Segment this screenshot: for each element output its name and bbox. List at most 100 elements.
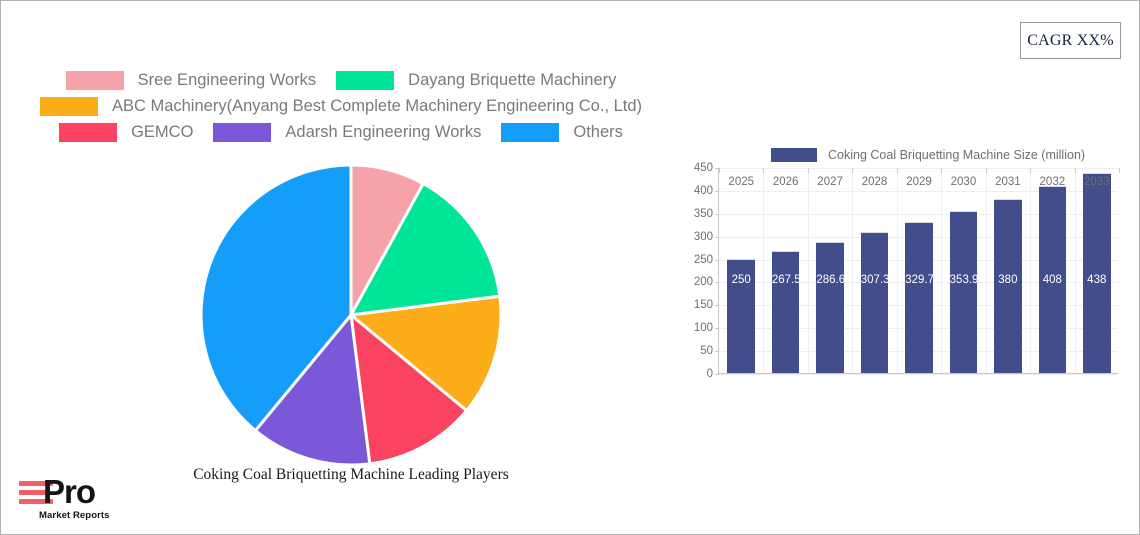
y-axis-tick-mark xyxy=(715,282,719,284)
pie-chart-title: Coking Coal Briquetting Machine Leading … xyxy=(193,466,509,483)
bar[interactable]: 408 xyxy=(1038,186,1067,373)
y-axis-tick-mark xyxy=(715,374,719,375)
pie-legend-item[interactable]: Dayang Briquette Machinery xyxy=(336,71,616,90)
y-axis-tick-label: 100 xyxy=(693,322,713,335)
pie-slice[interactable] xyxy=(347,294,503,413)
vertical-gridline xyxy=(1074,168,1076,373)
y-axis-tick-mark xyxy=(715,328,719,330)
gridline xyxy=(719,168,1118,169)
vertical-gridline xyxy=(896,168,898,373)
pie-slice[interactable] xyxy=(199,163,353,433)
pie-legend: Sree Engineering Works Dayang Briquette M… xyxy=(1,71,681,149)
x-axis-tick-label: 2027 xyxy=(817,176,843,188)
pie-legend-label: Dayang Briquette Machinery xyxy=(408,71,617,89)
x-axis-tick-mark xyxy=(941,168,943,173)
y-axis-tick-label: 200 xyxy=(693,276,713,289)
vertical-gridline xyxy=(763,168,765,373)
cagr-badge: CAGR XX% xyxy=(1020,22,1121,59)
x-axis-tick-mark xyxy=(763,168,765,173)
pie-legend-label: Adarsh Engineering Works xyxy=(285,123,482,141)
pie-legend-item[interactable]: GEMCO xyxy=(59,123,193,142)
pie-chart-svg xyxy=(199,163,503,467)
x-axis-tick-mark xyxy=(896,168,898,173)
x-axis-tick-label: 2025 xyxy=(728,176,755,188)
pie-legend-label: Sree Engineering Works xyxy=(137,71,317,89)
y-axis-tick-mark xyxy=(715,213,719,215)
pie-legend-row: ABC Machinery(Anyang Best Complete Machi… xyxy=(1,97,681,116)
x-axis-tick-label: 2033 xyxy=(1083,176,1110,188)
y-axis-tick-label: 250 xyxy=(693,253,713,266)
bar-chart: Coking Coal Briquetting Machine Size (mi… xyxy=(685,144,1125,412)
y-axis-tick-label: 50 xyxy=(700,345,713,358)
y-axis-tick-label: 450 xyxy=(693,162,713,174)
x-axis-tick-label: 2029 xyxy=(906,176,932,188)
pie-legend-item[interactable]: ABC Machinery(Anyang Best Complete Machi… xyxy=(39,97,643,116)
x-axis-tick-mark xyxy=(807,168,809,173)
bar-value-label: 408 xyxy=(1042,274,1062,286)
bar-value-label: 286.6 xyxy=(816,274,846,286)
y-axis-tick-mark xyxy=(715,236,719,238)
y-axis-tick-label: 300 xyxy=(693,230,713,243)
bar[interactable]: 307.3 xyxy=(860,232,890,373)
gridline xyxy=(719,190,1118,192)
bar-value-label: 307.3 xyxy=(860,274,890,286)
pie-legend-swatch xyxy=(336,71,395,90)
pie-legend-swatch xyxy=(59,123,118,142)
bar-legend-swatch xyxy=(771,148,817,162)
y-axis-tick-mark xyxy=(715,190,719,192)
bar-value-label: 438 xyxy=(1087,274,1107,286)
bar[interactable]: 438 xyxy=(1083,172,1111,373)
y-axis-tick-label: 0 xyxy=(706,368,713,380)
vertical-gridline xyxy=(941,168,943,373)
pie-slice[interactable] xyxy=(348,181,502,317)
gridline xyxy=(719,374,1118,375)
y-axis-tick-label: 150 xyxy=(693,299,713,312)
bar-legend-label: Coking Coal Briquetting Machine Size (mi… xyxy=(828,148,1086,162)
y-axis-tick-mark xyxy=(715,351,719,353)
logo-bars-icon xyxy=(19,481,53,508)
vertical-gridline xyxy=(985,168,987,373)
bar-value-label: 353.9 xyxy=(949,274,979,286)
logo-tagline: Market Reports xyxy=(39,510,110,521)
bar-value-label: 250 xyxy=(731,274,751,286)
x-axis-tick-label: 2026 xyxy=(772,176,799,188)
bar[interactable]: 380 xyxy=(994,199,1022,373)
pie-legend-swatch xyxy=(65,71,124,90)
y-axis-tick-mark xyxy=(715,259,719,261)
pie-slice[interactable] xyxy=(349,311,469,466)
pie-slice[interactable] xyxy=(253,311,372,467)
bar-chart-plot-area: 0 50 100 150 200 250 300 350 400 450 250 2025 267.5 2… xyxy=(694,162,1120,380)
x-axis-tick-label: 2032 xyxy=(1039,176,1066,188)
x-axis-tick-label: 2031 xyxy=(995,176,1021,188)
pie-legend-label: GEMCO xyxy=(131,123,194,141)
pie-legend-item[interactable]: Adarsh Engineering Works xyxy=(213,123,481,142)
pie-legend-label: ABC Machinery(Anyang Best Complete Machi… xyxy=(111,97,643,115)
bar-value-label: 267.5 xyxy=(771,274,801,286)
bar[interactable]: 267.5 xyxy=(771,250,801,373)
x-axis-tick-mark xyxy=(852,168,854,173)
bar[interactable]: 286.6 xyxy=(816,241,846,373)
cagr-badge-label: CAGR XX% xyxy=(1027,31,1114,49)
y-axis-tick-mark xyxy=(715,168,719,169)
pie-legend-item[interactable]: Others xyxy=(501,123,623,142)
logo: Pro Market Reports xyxy=(19,473,129,525)
y-axis-tick-mark xyxy=(715,305,719,307)
pie-legend-item[interactable]: Sree Engineering Works xyxy=(65,71,317,90)
bar-chart-legend: Coking Coal Briquetting Machine Size (mi… xyxy=(771,148,1085,162)
x-axis-tick-mark xyxy=(985,168,987,173)
pie-legend-swatch xyxy=(501,123,560,142)
bar[interactable]: 329.7 xyxy=(905,222,934,373)
x-axis-tick-mark xyxy=(719,168,720,173)
pie-legend-swatch xyxy=(213,123,272,142)
gridline xyxy=(719,213,1118,215)
x-axis-tick-mark xyxy=(1119,168,1120,173)
pie-legend-row: GEMCO Adarsh Engineering Works Others xyxy=(1,123,681,142)
bar-value-label: 380 xyxy=(998,274,1018,286)
bar[interactable]: 353.9 xyxy=(949,211,979,373)
logo-name: Pro xyxy=(43,473,96,510)
x-axis-tick-mark xyxy=(1030,168,1032,173)
vertical-gridline xyxy=(852,168,854,373)
bar[interactable]: 250 xyxy=(727,258,755,373)
x-axis-tick-label: 2028 xyxy=(861,176,888,188)
